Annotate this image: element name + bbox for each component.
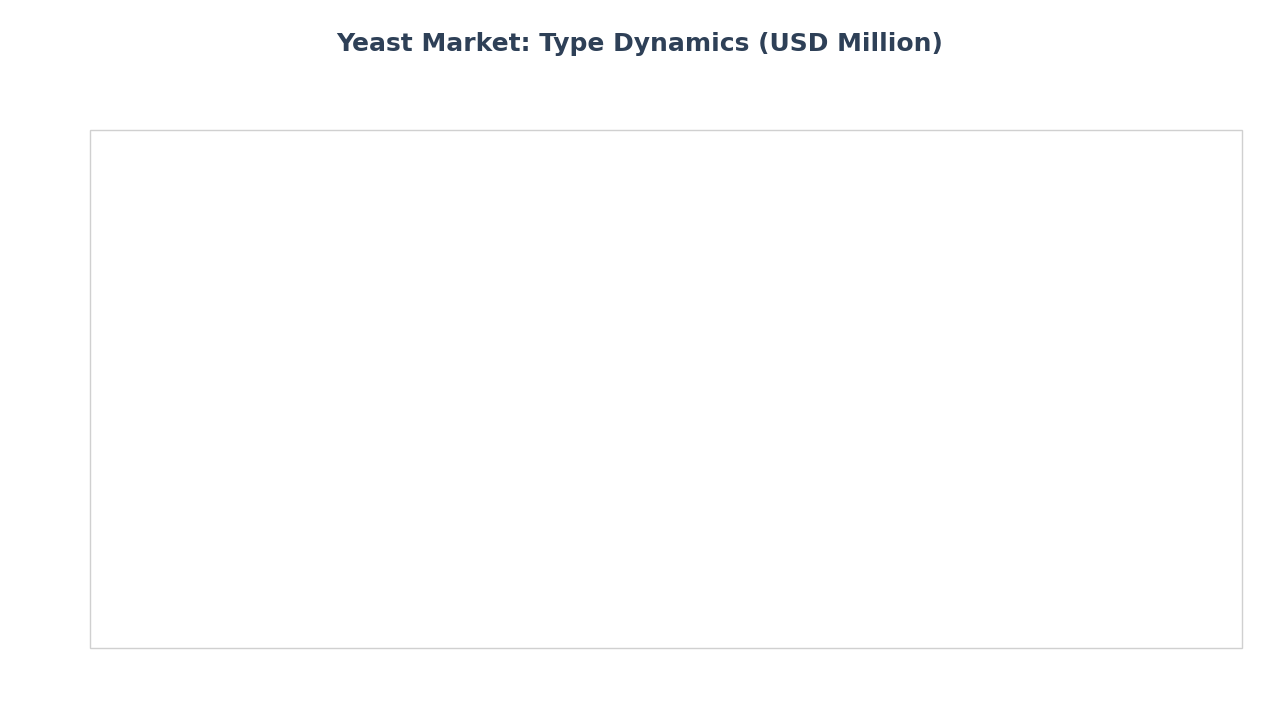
Text: Yeast Market: Type Dynamics (USD Million): Yeast Market: Type Dynamics (USD Million… — [337, 32, 943, 56]
Legend: Brewer’s Yeast, Bakers Yeast, Wine Yeast, Probiotic Yeast: Brewer’s Yeast, Bakers Yeast, Wine Yeast… — [339, 624, 1005, 654]
Bar — [723, 230, 817, 540]
Bar — [233, 273, 326, 540]
Bar — [920, 379, 1014, 540]
Bar — [822, 337, 915, 540]
Bar — [1018, 387, 1111, 540]
Bar — [330, 369, 424, 540]
Bar — [429, 406, 522, 540]
Bar — [527, 417, 621, 540]
